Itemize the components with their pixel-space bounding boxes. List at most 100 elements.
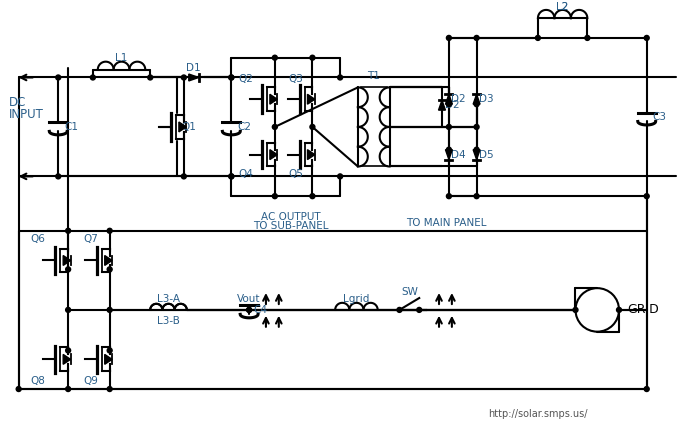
Text: Q3: Q3 xyxy=(288,74,303,84)
Circle shape xyxy=(447,147,452,152)
Text: INPUT: INPUT xyxy=(9,107,43,121)
Circle shape xyxy=(107,348,112,353)
Circle shape xyxy=(181,75,186,80)
Circle shape xyxy=(66,307,71,312)
Circle shape xyxy=(416,307,421,312)
Circle shape xyxy=(107,267,112,272)
Polygon shape xyxy=(473,94,480,104)
Text: D4: D4 xyxy=(452,150,466,160)
Text: Q1: Q1 xyxy=(181,122,196,132)
Text: Q8: Q8 xyxy=(30,376,45,386)
Text: T1: T1 xyxy=(368,71,380,80)
Circle shape xyxy=(90,75,95,80)
Circle shape xyxy=(66,348,71,353)
Circle shape xyxy=(644,386,649,392)
Circle shape xyxy=(272,194,277,199)
Text: L2: L2 xyxy=(556,2,569,12)
Circle shape xyxy=(246,307,251,312)
Polygon shape xyxy=(63,354,71,364)
Text: Q5: Q5 xyxy=(288,169,303,179)
Text: D5: D5 xyxy=(480,150,494,160)
Circle shape xyxy=(447,125,452,129)
Circle shape xyxy=(56,174,61,179)
Text: TO MAIN PANEL: TO MAIN PANEL xyxy=(406,218,486,228)
Circle shape xyxy=(310,194,315,199)
Text: L1: L1 xyxy=(116,53,127,63)
Text: Q6: Q6 xyxy=(30,234,45,244)
Polygon shape xyxy=(105,354,112,364)
Circle shape xyxy=(56,75,61,80)
Text: AC OUTPUT: AC OUTPUT xyxy=(261,212,321,222)
Text: Lgrid: Lgrid xyxy=(343,294,370,304)
Circle shape xyxy=(474,36,479,40)
Circle shape xyxy=(66,228,71,233)
Circle shape xyxy=(644,36,649,40)
Circle shape xyxy=(573,307,578,312)
Circle shape xyxy=(16,386,21,392)
Circle shape xyxy=(337,75,342,80)
Text: TO SUB-PANEL: TO SUB-PANEL xyxy=(253,221,328,231)
Circle shape xyxy=(617,307,622,312)
Text: C2: C2 xyxy=(237,122,251,132)
Circle shape xyxy=(107,386,112,392)
Text: C1: C1 xyxy=(64,122,78,132)
Circle shape xyxy=(474,125,479,129)
Circle shape xyxy=(447,194,452,199)
Circle shape xyxy=(148,75,153,80)
Polygon shape xyxy=(445,150,452,160)
Polygon shape xyxy=(105,256,112,265)
Text: GRID: GRID xyxy=(627,303,659,316)
Circle shape xyxy=(585,36,590,40)
Polygon shape xyxy=(445,94,452,104)
Text: Q4: Q4 xyxy=(239,169,253,179)
Text: Q7: Q7 xyxy=(83,234,98,244)
Text: L2: L2 xyxy=(556,2,569,12)
Text: D2: D2 xyxy=(444,100,459,110)
Text: DC: DC xyxy=(9,96,26,109)
Circle shape xyxy=(229,75,234,80)
Text: D2: D2 xyxy=(452,94,466,104)
Circle shape xyxy=(246,307,251,312)
Text: C4: C4 xyxy=(253,305,267,315)
Circle shape xyxy=(474,194,479,199)
Circle shape xyxy=(229,174,234,179)
Circle shape xyxy=(397,307,402,312)
Text: Q9: Q9 xyxy=(83,376,98,386)
Circle shape xyxy=(107,228,112,233)
Circle shape xyxy=(229,75,234,80)
Polygon shape xyxy=(189,74,199,81)
Circle shape xyxy=(447,36,452,40)
Polygon shape xyxy=(179,122,186,132)
Circle shape xyxy=(310,125,315,129)
Polygon shape xyxy=(63,256,71,265)
Circle shape xyxy=(337,174,342,179)
Circle shape xyxy=(447,102,452,107)
Polygon shape xyxy=(270,94,277,104)
Circle shape xyxy=(181,174,186,179)
Circle shape xyxy=(474,147,479,152)
Circle shape xyxy=(536,36,540,40)
Circle shape xyxy=(272,55,277,60)
Text: SW: SW xyxy=(401,287,418,297)
Circle shape xyxy=(66,386,71,392)
Circle shape xyxy=(107,307,112,312)
Text: Q2: Q2 xyxy=(239,74,253,84)
Circle shape xyxy=(66,267,71,272)
Text: http://solar.smps.us/: http://solar.smps.us/ xyxy=(489,409,588,419)
Text: Vout: Vout xyxy=(237,294,261,304)
Polygon shape xyxy=(270,150,277,160)
Circle shape xyxy=(644,194,649,199)
Circle shape xyxy=(310,55,315,60)
Circle shape xyxy=(272,125,277,129)
Text: C3: C3 xyxy=(652,112,666,122)
Text: D1: D1 xyxy=(186,62,201,73)
Polygon shape xyxy=(438,100,445,110)
Polygon shape xyxy=(473,150,480,160)
Text: L3-B: L3-B xyxy=(157,316,180,326)
Polygon shape xyxy=(307,150,315,160)
Circle shape xyxy=(474,102,479,107)
Text: L3-A: L3-A xyxy=(157,294,180,304)
Polygon shape xyxy=(307,94,315,104)
Circle shape xyxy=(229,174,234,179)
Text: D3: D3 xyxy=(480,94,494,104)
